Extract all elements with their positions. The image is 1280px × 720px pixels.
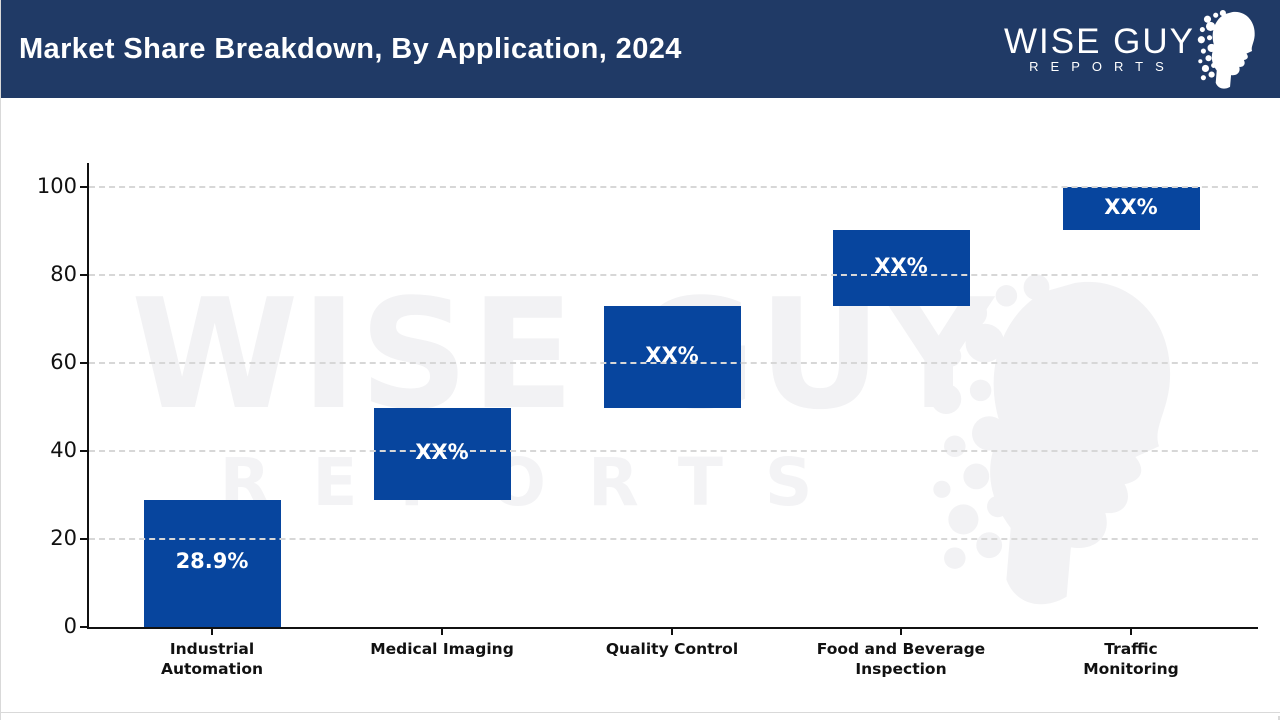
gridline-80: [89, 274, 1258, 276]
gridline-20: [89, 538, 1258, 540]
x-tick-mark-1: [211, 627, 213, 635]
x-axis-line: [87, 627, 1258, 629]
y-tick-label-40: 40: [50, 438, 77, 462]
bar-4: [832, 230, 970, 306]
y-axis-line: [87, 163, 89, 629]
gridline-40: [89, 450, 1258, 452]
x-category-label-4: Food and Beverage Inspection: [816, 640, 986, 678]
x-category-label-5: Traffic Monitoring: [1083, 640, 1179, 678]
wiseguy-logo: WISE GUY REPORTS: [1004, 7, 1259, 91]
figure-bottom-border: [1, 712, 1280, 713]
bar-value-label-1: 28.9%: [175, 549, 249, 574]
chart-title: Market Share Breakdown, By Application, …: [19, 32, 682, 65]
watermark-subtitle: REPORTS: [219, 444, 855, 521]
x-category-label-2: Medical Imaging: [370, 640, 514, 658]
y-tick-mark-0: [80, 626, 89, 628]
y-tick-mark-100: [80, 186, 89, 188]
plot-area: 0 20 40 60 80 100 28.9% Industrial Automation XX…: [1, 98, 1280, 716]
bar-value-label-5: XX%: [1104, 194, 1158, 219]
wiseguy-face-icon: [1197, 10, 1255, 89]
x-category-label-3: Quality Control: [605, 640, 739, 658]
x-tick-mark-5: [1130, 627, 1132, 635]
y-tick-label-0: 0: [63, 614, 77, 638]
logo-wordmark: WISE GUY: [1003, 21, 1195, 61]
bar-1: [143, 499, 281, 627]
bar-value-label-2: XX%: [415, 440, 469, 465]
y-tick-label-20: 20: [50, 526, 77, 550]
bar-value-label-3: XX%: [645, 343, 699, 368]
y-tick-mark-80: [80, 274, 89, 276]
bar-value-label-4: XX%: [874, 253, 928, 278]
x-tick-mark-4: [900, 627, 902, 635]
x-tick-mark-2: [441, 627, 443, 635]
chart-area: WISE GUY REPORTS 0 20 40 60 80 100 28.9% Indust…: [1, 98, 1280, 716]
y-tick-label-60: 60: [50, 350, 77, 374]
x-tick-mark-3: [671, 627, 673, 635]
bar-2: [373, 408, 511, 500]
y-tick-label-100: 100: [36, 174, 77, 198]
y-tick-mark-40: [80, 450, 89, 452]
header-bar: Market Share Breakdown, By Application, …: [1, 0, 1280, 98]
gridline-60: [89, 362, 1258, 364]
bar-3: [603, 305, 741, 409]
watermark-wordmark: WISE GUY: [131, 266, 996, 443]
y-tick-mark-60: [80, 362, 89, 364]
y-tick-label-80: 80: [50, 262, 77, 286]
y-tick-mark-20: [80, 538, 89, 540]
logo-subtitle: REPORTS: [1029, 58, 1176, 74]
bar-5: [1062, 187, 1200, 231]
x-category-label-1: Industrial Automation: [160, 640, 264, 678]
gridline-100: [89, 186, 1258, 188]
